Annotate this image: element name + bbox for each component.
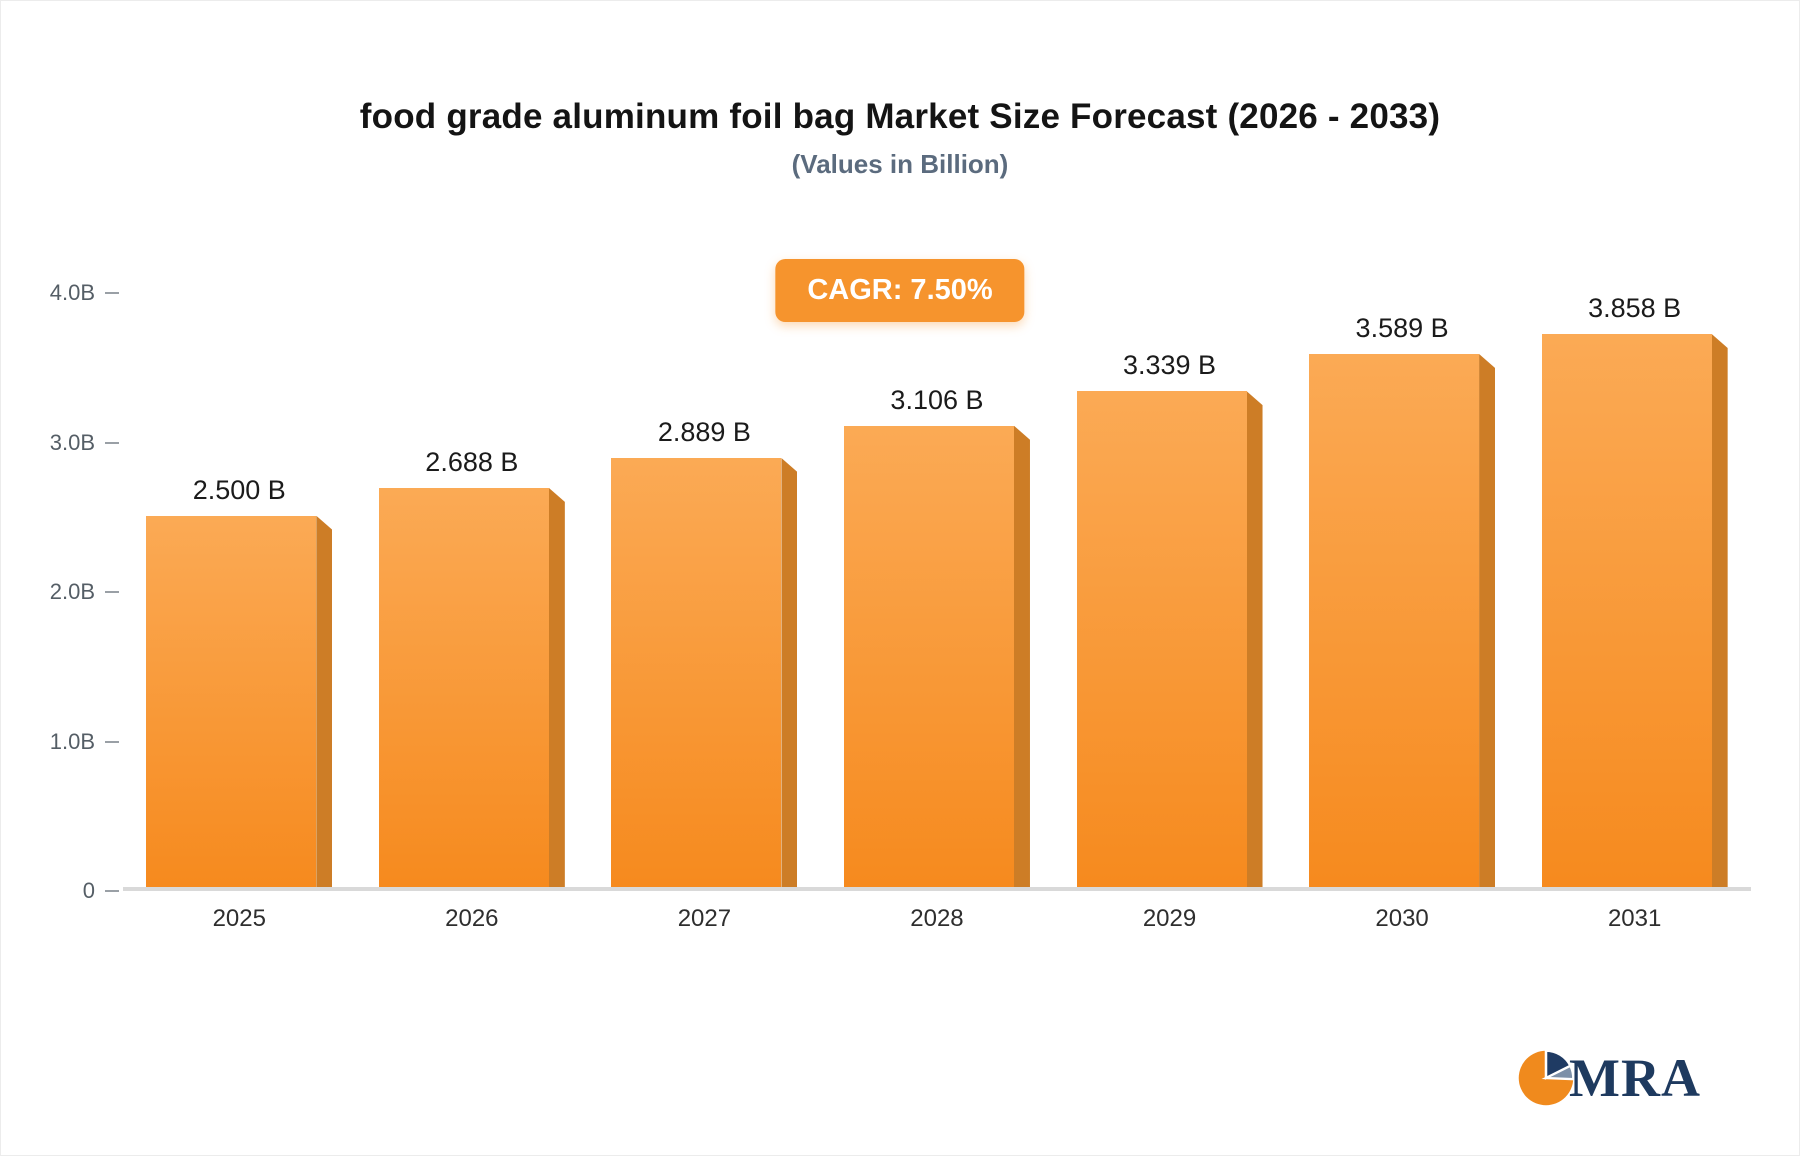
bars: 2.500 B 2025 2.688 B 2026 2.889 B 2027 3.106 B… bbox=[123, 293, 1751, 932]
y-tick: 0 bbox=[45, 878, 119, 904]
bar bbox=[843, 425, 1030, 887]
bar-value-label: 2.500 B bbox=[192, 474, 286, 505]
bar-group: 2.500 B 2025 bbox=[146, 293, 333, 932]
x-axis-label: 2029 bbox=[1142, 905, 1197, 932]
bar-side bbox=[1479, 354, 1496, 887]
bar-face bbox=[611, 457, 782, 887]
y-tick-label: 1.0B bbox=[49, 728, 95, 754]
bar-value-label: 3.339 B bbox=[1122, 350, 1217, 381]
pie-logo-icon bbox=[1518, 1049, 1575, 1106]
chart-subtitle: (Values in Billion) bbox=[791, 149, 1009, 179]
bar bbox=[611, 457, 798, 887]
bar bbox=[146, 515, 333, 887]
brand-logo-text: MRA bbox=[1569, 1048, 1701, 1108]
x-axis-label: 2025 bbox=[212, 905, 266, 932]
bar bbox=[378, 487, 565, 887]
y-axis: 0 1.0B 2.0B 3.0B 4.0B bbox=[31, 280, 119, 903]
y-tick-label: 3.0B bbox=[49, 429, 95, 455]
plot-area: 2.500 B 2025 2.688 B 2026 2.889 B 2027 3.106 B… bbox=[123, 293, 1751, 932]
bar-side bbox=[1013, 425, 1030, 887]
bar-face bbox=[1541, 334, 1712, 887]
y-tick-dash bbox=[105, 292, 119, 294]
bar-value-label: 3.589 B bbox=[1355, 313, 1449, 344]
bar-group: 3.589 B 2030 bbox=[1309, 293, 1496, 932]
bar-side bbox=[1246, 391, 1263, 887]
y-tick-dash bbox=[105, 740, 119, 743]
bar-value-label: 2.688 B bbox=[425, 446, 519, 477]
bar-value-label: 3.858 B bbox=[1588, 293, 1682, 323]
bar-face bbox=[1076, 391, 1247, 887]
y-tick-label: 4.0B bbox=[49, 280, 95, 305]
bar-group: 3.339 B 2029 bbox=[1076, 293, 1263, 932]
bar bbox=[1309, 354, 1496, 887]
brand-logo: MRA bbox=[1517, 1049, 1701, 1107]
y-tick: 4.0B bbox=[45, 280, 119, 306]
y-tick: 2.0B bbox=[45, 579, 119, 605]
bar-side bbox=[781, 457, 798, 887]
bar-group: 2.688 B 2026 bbox=[378, 293, 565, 932]
bar-group: 3.106 B 2028 bbox=[843, 293, 1030, 932]
cagr-badge: CAGR: 7.50% bbox=[775, 259, 1025, 322]
y-tick-label: 2.0B bbox=[49, 579, 95, 604]
bar-side bbox=[1711, 334, 1728, 887]
bar-side bbox=[548, 487, 565, 887]
x-axis-label: 2027 bbox=[677, 905, 732, 932]
y-tick-dash bbox=[105, 441, 119, 444]
x-axis-label: 2031 bbox=[1607, 905, 1662, 932]
bar-face bbox=[378, 487, 549, 887]
bar-face bbox=[843, 425, 1014, 887]
y-tick-label: 0 bbox=[82, 878, 95, 903]
bar bbox=[1076, 391, 1263, 887]
bar-group: 3.858 B 2031 bbox=[1541, 293, 1728, 932]
bar-group: 2.889 B 2027 bbox=[611, 293, 798, 932]
y-tick: 3.0B bbox=[45, 430, 119, 456]
bar-value-label: 2.889 B bbox=[657, 416, 751, 447]
x-axis-label: 2028 bbox=[910, 905, 964, 932]
y-tick-dash bbox=[105, 591, 119, 593]
bar-value-label: 3.106 B bbox=[890, 384, 984, 415]
chart-title: food grade aluminum foil bag Market Size… bbox=[359, 97, 1441, 136]
bar bbox=[1541, 334, 1728, 887]
x-axis-label: 2030 bbox=[1375, 905, 1429, 932]
bar-side bbox=[316, 515, 333, 887]
x-axis-label: 2026 bbox=[445, 905, 499, 932]
y-tick-dash bbox=[105, 890, 119, 892]
bar-face bbox=[1309, 354, 1480, 887]
bar-face bbox=[146, 515, 317, 887]
y-tick: 1.0B bbox=[45, 729, 119, 755]
